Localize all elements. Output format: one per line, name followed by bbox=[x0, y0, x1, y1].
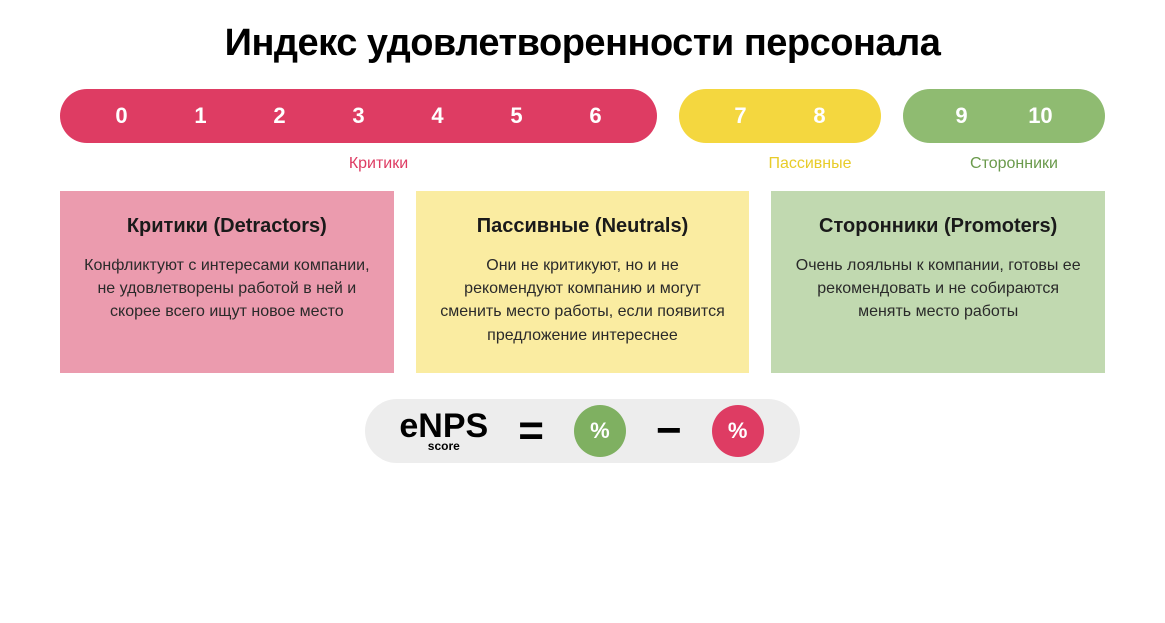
scale-number: 6 bbox=[589, 103, 601, 129]
scale-label-promoters: Сторонники bbox=[923, 149, 1105, 173]
card-text: Они не критикуют, но и не рекомендуют ко… bbox=[438, 254, 728, 347]
card-detractors: Критики (Detractors) Конфликтуют с интер… bbox=[60, 191, 394, 373]
formula-label: eNPS score bbox=[399, 409, 488, 453]
scale-number: 0 bbox=[115, 103, 127, 129]
scale-number: 5 bbox=[510, 103, 522, 129]
pill-promoters: 9 10 bbox=[903, 89, 1105, 143]
scale-number: 7 bbox=[734, 103, 746, 129]
scale-number: 10 bbox=[1028, 103, 1052, 129]
cards-row: Критики (Detractors) Конфликтуют с интер… bbox=[60, 191, 1105, 373]
card-title: Пассивные (Neutrals) bbox=[438, 215, 728, 238]
scale-row: 0 1 2 3 4 5 6 7 8 9 10 bbox=[60, 89, 1105, 143]
scale-label-detractors: Критики bbox=[60, 149, 697, 173]
card-title: Сторонники (Promoters) bbox=[793, 215, 1083, 238]
card-neutrals: Пассивные (Neutrals) Они не критикуют, н… bbox=[416, 191, 750, 373]
card-title: Критики (Detractors) bbox=[82, 215, 372, 238]
scale-number: 2 bbox=[273, 103, 285, 129]
pill-detractors: 0 1 2 3 4 5 6 bbox=[60, 89, 657, 143]
minus-icon: − bbox=[656, 409, 682, 453]
scale-label-neutrals: Пассивные bbox=[719, 149, 901, 173]
card-text: Очень лояльны к компании, готовы ее реко… bbox=[793, 254, 1083, 324]
scale-number: 4 bbox=[431, 103, 443, 129]
card-promoters: Сторонники (Promoters) Очень лояльны к к… bbox=[771, 191, 1105, 373]
scale-number: 8 bbox=[813, 103, 825, 129]
page-title: Индекс удовлетворенности персонала bbox=[60, 22, 1105, 65]
equals-icon: = bbox=[518, 409, 544, 453]
pill-neutrals: 7 8 bbox=[679, 89, 881, 143]
scale-number: 1 bbox=[194, 103, 206, 129]
scale-number: 3 bbox=[352, 103, 364, 129]
formula-label-main: eNPS bbox=[399, 409, 488, 443]
scale-labels-row: Критики Пассивные Сторонники bbox=[60, 149, 1105, 173]
formula-circle-promoters: % bbox=[574, 405, 626, 457]
formula-wrap: eNPS score = % − % bbox=[60, 399, 1105, 463]
infographic-container: Индекс удовлетворенности персонала 0 1 2… bbox=[0, 22, 1165, 463]
formula-circle-detractors: % bbox=[712, 405, 764, 457]
scale-number: 9 bbox=[955, 103, 967, 129]
formula-pill: eNPS score = % − % bbox=[365, 399, 799, 463]
card-text: Конфликтуют с интересами компании, не уд… bbox=[82, 254, 372, 324]
